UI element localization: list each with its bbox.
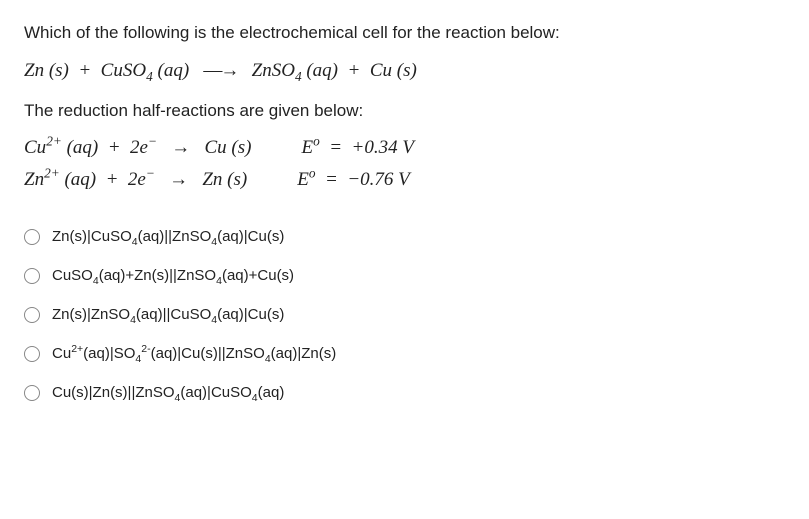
radio-button[interactable]: [24, 346, 40, 362]
option-label: Cu2+(aq)|SO42-(aq)|Cu(s)||ZnSO4(aq)|Zn(s…: [52, 345, 336, 362]
half2-potential: Eo = −0.76 V: [297, 169, 410, 191]
half-reaction-1: Cu2+ (aq) + 2e− → Cu (s) Eo = +0.34 V: [24, 137, 785, 159]
main-equation: Zn (s) + CuSO4 (aq) —→ ZnSO4 (aq) + Cu (…: [24, 60, 785, 82]
radio-button[interactable]: [24, 268, 40, 284]
half1-potential: Eo = +0.34 V: [301, 137, 414, 159]
option-label: CuSO4(aq)+Zn(s)||ZnSO4(aq)+Cu(s): [52, 267, 294, 284]
radio-button[interactable]: [24, 229, 40, 245]
half-reactions-intro: The reduction half-reactions are given b…: [24, 98, 785, 124]
option-label: Zn(s)|ZnSO4(aq)||CuSO4(aq)|Cu(s): [52, 306, 284, 323]
option-row[interactable]: Cu2+(aq)|SO42-(aq)|Cu(s)||ZnSO4(aq)|Zn(s…: [24, 334, 785, 373]
radio-button[interactable]: [24, 385, 40, 401]
half1-lhs: Cu2+ (aq) + 2e− → Cu (s): [24, 137, 251, 159]
half-reaction-2: Zn2+ (aq) + 2e− → Zn (s) Eo = −0.76 V: [24, 169, 785, 191]
half2-lhs: Zn2+ (aq) + 2e− → Zn (s): [24, 169, 247, 191]
question-intro: Which of the following is the electroche…: [24, 20, 785, 46]
option-label: Zn(s)|CuSO4(aq)||ZnSO4(aq)|Cu(s): [52, 228, 284, 245]
option-row[interactable]: CuSO4(aq)+Zn(s)||ZnSO4(aq)+Cu(s): [24, 256, 785, 295]
question-block: Which of the following is the electroche…: [24, 20, 785, 191]
option-row[interactable]: Cu(s)|Zn(s)||ZnSO4(aq)|CuSO4(aq): [24, 373, 785, 412]
options-list: Zn(s)|CuSO4(aq)||ZnSO4(aq)|Cu(s) CuSO4(aq…: [24, 217, 785, 412]
option-label: Cu(s)|Zn(s)||ZnSO4(aq)|CuSO4(aq): [52, 384, 284, 401]
radio-button[interactable]: [24, 307, 40, 323]
option-row[interactable]: Zn(s)|CuSO4(aq)||ZnSO4(aq)|Cu(s): [24, 217, 785, 256]
option-row[interactable]: Zn(s)|ZnSO4(aq)||CuSO4(aq)|Cu(s): [24, 295, 785, 334]
